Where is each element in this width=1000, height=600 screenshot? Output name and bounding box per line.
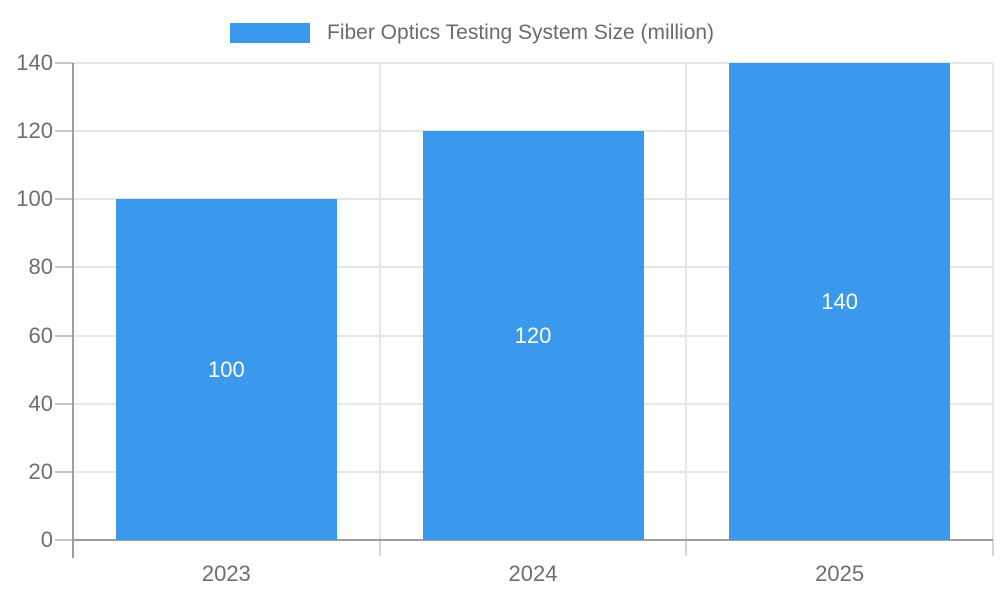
ytick-label-120: 120 [16, 118, 53, 144]
x-axis-line [73, 539, 993, 541]
xtick-mark-2 [685, 540, 688, 556]
ytick-mark-100 [55, 198, 73, 201]
legend-swatch-icon [230, 23, 310, 43]
xtick-mark-1 [378, 540, 381, 556]
xtick-label-2025: 2025 [815, 561, 865, 586]
ytick-mark-140 [55, 62, 73, 64]
bar-2025 [729, 63, 951, 540]
gridline-x-1 [378, 63, 381, 540]
xtick-label-2024: 2024 [508, 561, 558, 586]
ytick-mark-20 [55, 470, 73, 473]
legend[interactable]: Fiber Optics Testing System Size (millio… [230, 21, 715, 44]
ytick-label-0: 0 [40, 527, 53, 552]
xtick-mark-3 [992, 540, 994, 556]
bar-2024 [422, 131, 644, 540]
bar-value-label-2025: 140 [821, 288, 859, 314]
bar-2023 [115, 199, 337, 540]
ytick-label-60: 60 [28, 322, 53, 348]
gridline-y-140 [73, 62, 993, 64]
gridline-x-2 [685, 63, 688, 540]
bar-value-label-2023: 100 [207, 356, 245, 382]
bar-value-label-2024: 120 [514, 322, 552, 348]
ytick-label-20: 20 [28, 458, 53, 484]
ytick-label-100: 100 [16, 186, 53, 212]
ytick-label-140: 140 [16, 50, 53, 75]
y-axis-line [72, 63, 74, 558]
legend-label: Fiber Optics Testing System Size (millio… [327, 21, 715, 44]
ytick-mark-120 [55, 130, 73, 133]
ytick-mark-60 [55, 334, 73, 337]
ytick-label-40: 40 [28, 390, 53, 416]
xtick-label-2023: 2023 [201, 561, 251, 586]
ytick-label-80: 80 [28, 254, 53, 280]
gridline-x-3 [992, 63, 994, 540]
ytick-mark-40 [55, 402, 73, 405]
ytick-mark-0 [55, 539, 73, 541]
ytick-mark-80 [55, 266, 73, 269]
